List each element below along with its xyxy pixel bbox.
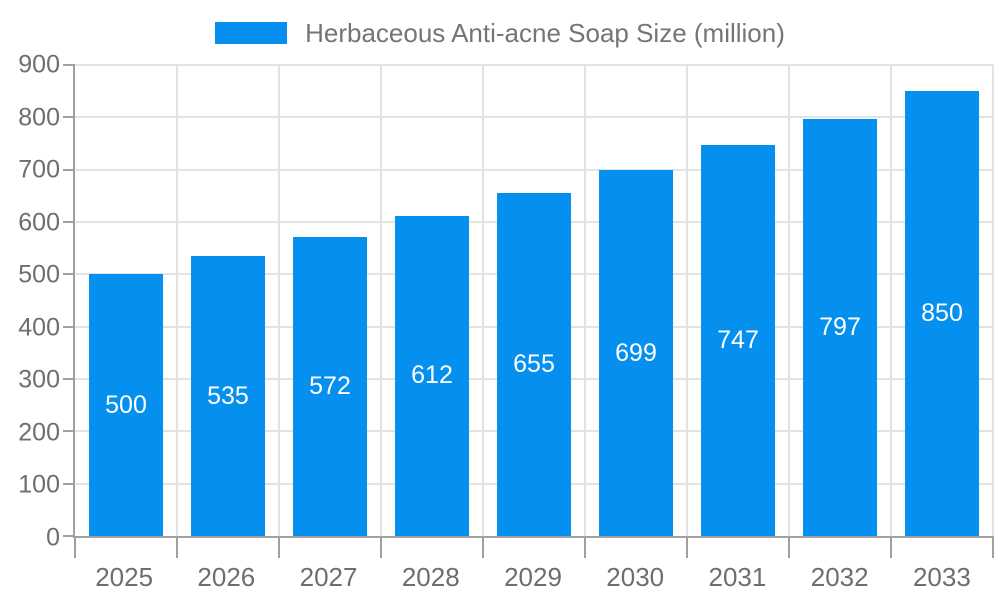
x-axis-label: 2033	[912, 562, 971, 592]
x-axis: 2025 2026 2027 2028 2029 2030 2031 2032 2033	[73, 538, 993, 598]
gridline-vertical	[788, 65, 790, 536]
bar-2028[interactable]: 612	[395, 215, 469, 536]
gridline-horizontal	[75, 116, 993, 119]
x-axis-label: 2032	[810, 562, 869, 592]
bar-2029[interactable]: 655	[497, 193, 571, 536]
x-axis-tick	[584, 536, 586, 558]
y-axis-tick	[63, 535, 75, 537]
x-axis-tick	[685, 536, 688, 558]
legend[interactable]: Herbaceous Anti-acne Soap Size (million)	[0, 18, 1000, 48]
bar-2033[interactable]: 850	[905, 91, 979, 536]
gridline-vertical	[685, 65, 688, 536]
gridline-vertical	[176, 65, 178, 536]
y-axis-tick	[63, 430, 75, 433]
bar-value-label: 500	[105, 390, 147, 419]
y-axis-tick	[63, 168, 75, 171]
bar-value-label: 535	[207, 381, 249, 410]
y-axis-label: 900	[18, 50, 60, 79]
x-axis-label: 2029	[504, 562, 562, 592]
gridline-vertical	[278, 65, 280, 536]
legend-swatch-icon	[215, 22, 288, 44]
bar-value-label: 797	[819, 312, 861, 341]
y-axis-label: 200	[18, 418, 60, 447]
bar-2030[interactable]: 699	[599, 170, 673, 536]
x-axis-label: 2025	[95, 562, 154, 592]
y-axis-label: 700	[18, 155, 60, 184]
bar-2032[interactable]: 797	[803, 118, 877, 536]
x-axis-tick	[379, 536, 382, 558]
bar-value-label: 612	[411, 361, 453, 390]
bar-value-label: 572	[309, 371, 351, 400]
y-axis-label: 500	[18, 260, 60, 289]
gridline-vertical	[482, 65, 484, 536]
bar-2027[interactable]: 572	[293, 236, 367, 536]
x-axis-label: 2027	[299, 562, 358, 592]
y-axis-tick	[63, 64, 75, 66]
y-axis-tick	[63, 273, 75, 276]
x-axis-tick	[74, 536, 76, 558]
y-axis-label: 400	[18, 313, 60, 342]
x-axis-tick	[482, 536, 484, 558]
y-axis-tick	[63, 325, 75, 328]
plot-area: 500 535 572 612 655 699 747 797 850	[63, 64, 994, 558]
y-axis: 0 100 200 300 400 500 600 700 800 900	[0, 51, 60, 552]
x-axis-label: 2030	[606, 562, 665, 592]
x-axis-tick	[788, 536, 790, 558]
gridline-vertical	[890, 65, 892, 536]
bar-value-label: 747	[717, 326, 759, 355]
x-axis-label: 2031	[708, 562, 767, 592]
x-axis-tick	[992, 536, 994, 558]
y-axis-label: 0	[46, 523, 60, 552]
bar-value-label: 850	[921, 299, 963, 328]
x-axis-tick	[278, 536, 280, 558]
bar-2026[interactable]: 535	[191, 256, 265, 536]
y-axis-label: 300	[18, 365, 60, 394]
gridline-vertical	[379, 65, 382, 536]
gridline-vertical	[584, 65, 586, 536]
y-axis-label: 800	[18, 103, 60, 132]
y-axis-label: 600	[18, 208, 60, 237]
bar-value-label: 699	[615, 338, 657, 367]
gridline-horizontal	[75, 168, 993, 171]
x-axis-tick	[176, 536, 178, 558]
bar-value-label: 655	[513, 350, 555, 379]
x-axis-label: 2026	[197, 562, 256, 592]
x-axis-label: 2028	[401, 562, 460, 592]
y-axis-label: 100	[18, 470, 60, 499]
gridline-vertical	[992, 65, 994, 536]
x-axis-tick	[890, 536, 892, 558]
bar-2025[interactable]: 500	[89, 274, 163, 536]
y-axis-tick	[63, 377, 75, 380]
bar-2031[interactable]: 747	[701, 145, 775, 536]
legend-label: Herbaceous Anti-acne Soap Size (million)	[305, 18, 785, 48]
gridline-horizontal	[75, 64, 993, 66]
y-axis-tick	[63, 116, 75, 119]
y-axis-tick	[63, 220, 75, 223]
y-axis-tick	[63, 482, 75, 485]
